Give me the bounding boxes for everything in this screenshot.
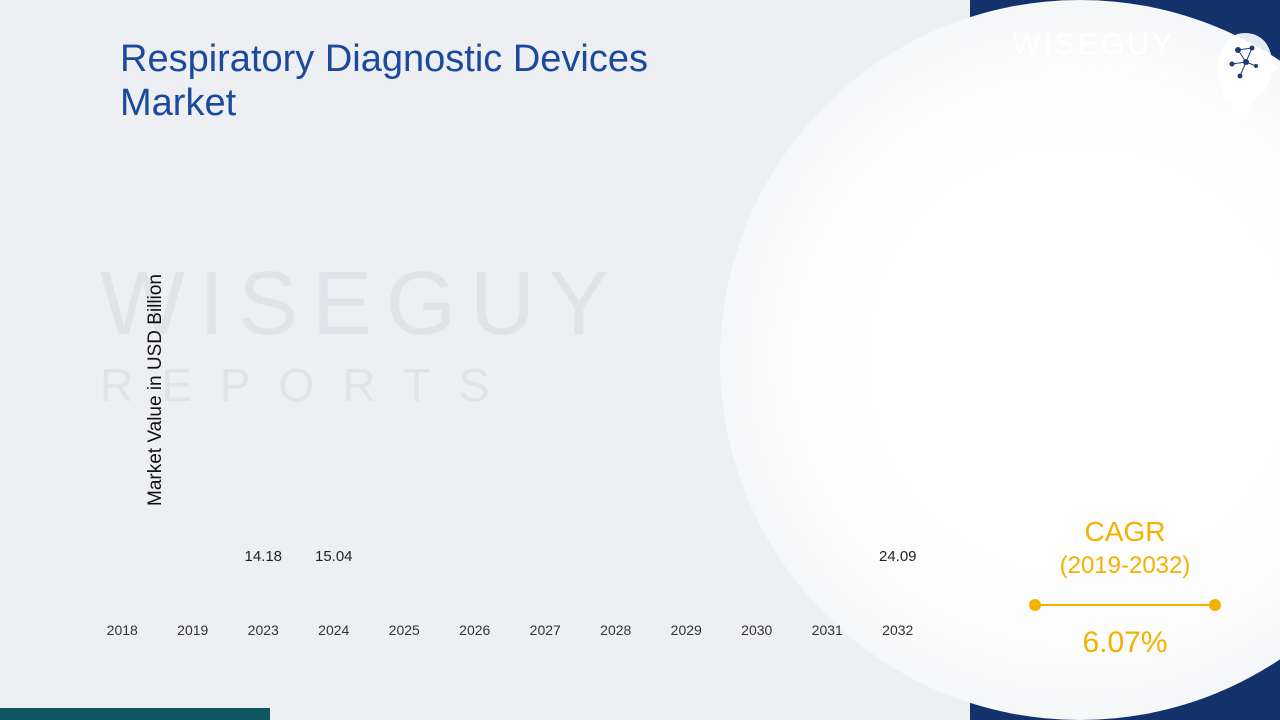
x-tick-label: 2026	[447, 622, 504, 638]
x-tick-label: 2030	[729, 622, 786, 638]
plot-area: 14.18 15.04 24.09	[90, 170, 930, 570]
bar-value-label: 15.04	[315, 548, 353, 565]
logo-head-icon	[1210, 28, 1280, 118]
cagr-divider	[1035, 604, 1215, 606]
chart-title: Respiratory Diagnostic Devices Market	[120, 38, 760, 125]
x-tick-label: 2019	[165, 622, 222, 638]
x-tick-label: 2029	[658, 622, 715, 638]
bar-value-label: 24.09	[879, 548, 917, 565]
bar-chart: Market Value in USD Billion 14.1815.0424…	[60, 170, 930, 610]
x-tick-label: 2025	[376, 622, 433, 638]
cagr-block: CAGR (2019-2032) 6.07%	[1010, 516, 1240, 660]
cagr-title: CAGR	[1010, 516, 1240, 548]
x-tick-label: 2018	[94, 622, 151, 638]
x-tick-label: 2023	[235, 622, 292, 638]
bars-container: 14.18 15.04 24.09	[90, 170, 930, 570]
x-tick-label: 2031	[799, 622, 856, 638]
x-tick-label: 2027	[517, 622, 574, 638]
bottom-accent-bar	[0, 708, 270, 720]
logo-sub: REPORTS	[1012, 64, 1175, 78]
logo-main: WISEGUY	[1012, 28, 1175, 61]
brand-logo: WISEGUY REPORTS	[1012, 30, 1175, 78]
x-tick-label: 2028	[588, 622, 645, 638]
infographic-canvas: WISEGUY REPORTS Respiratory Diagnostic D…	[0, 0, 1280, 720]
x-tick-label: 2032	[870, 622, 927, 638]
x-axis-labels: 2018 2019 2023 2024 2025 2026 2027 2028 2029 2030…	[90, 622, 930, 638]
x-tick-label: 2024	[306, 622, 363, 638]
cagr-value: 6.07%	[1010, 626, 1240, 660]
bar-value-label: 14.18	[244, 548, 282, 565]
cagr-range: (2019-2032)	[1010, 552, 1240, 580]
